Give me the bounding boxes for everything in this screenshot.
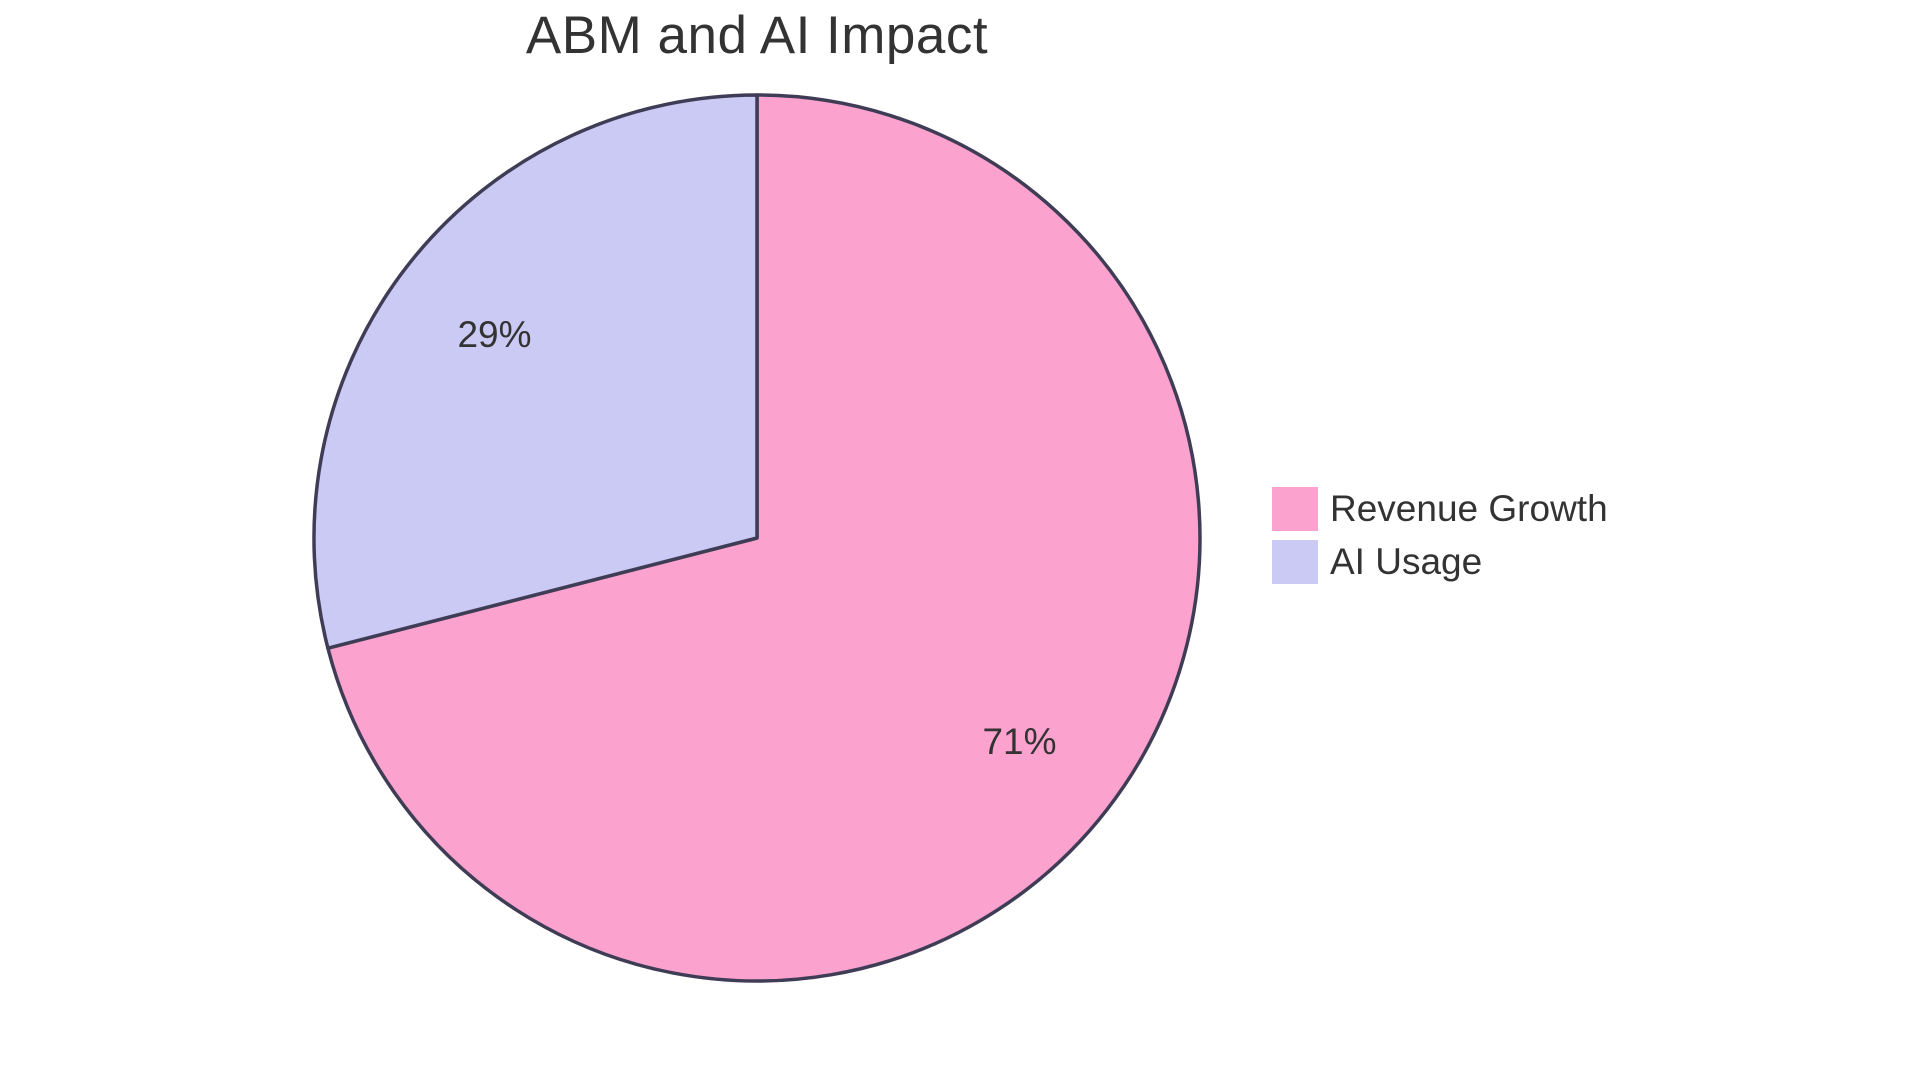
chart-title: ABM and AI Impact <box>525 6 989 65</box>
legend-item-ai-usage[interactable]: AI Usage <box>1272 540 1608 584</box>
legend-swatch-icon <box>1272 487 1318 531</box>
slice-value-label-revenue-growth: 71% <box>982 721 1056 762</box>
legend-swatch-icon <box>1272 540 1318 584</box>
pie-slice-revenue-growth[interactable] <box>326 93 1202 983</box>
legend-item-revenue-growth[interactable]: Revenue Growth <box>1272 487 1608 531</box>
legend-label: Revenue Growth <box>1330 488 1608 529</box>
legend-label: AI Usage <box>1330 541 1483 582</box>
pie-slice-ai-usage[interactable] <box>312 93 759 650</box>
legend: Revenue Growth AI Usage <box>1272 487 1608 584</box>
slice-value-label-ai-usage: 29% <box>457 314 531 355</box>
